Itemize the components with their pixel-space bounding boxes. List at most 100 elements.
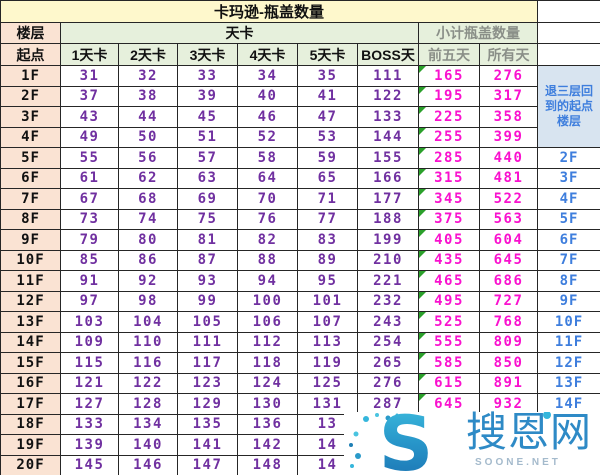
- table-row: 15F 115 116 117 118 119 265 585 850 12F: [0, 352, 600, 374]
- day-value-cell: 128: [118, 393, 178, 415]
- day-value-cell: 140: [118, 434, 178, 456]
- first-five-cell: 195: [418, 85, 480, 107]
- floor-cell: 6F: [0, 167, 61, 189]
- day-value-cell: 65: [297, 167, 358, 189]
- formula-flag-icon: [419, 250, 426, 258]
- floor-cell: 12F: [0, 290, 61, 312]
- day-value-cell: 141: [177, 434, 238, 456]
- return-note-cell: 退三层回到的起点楼层: [537, 65, 600, 148]
- formula-flag-icon: [419, 332, 426, 340]
- table-row: 13F 103 104 105 106 107 243 525 768 10F: [0, 311, 600, 333]
- day-value-cell: 199: [357, 229, 419, 251]
- column-header-4day: 4天卡: [237, 43, 298, 66]
- day-value-cell: 67: [60, 188, 119, 210]
- first-five-value: 435: [434, 252, 464, 269]
- first-five-cell: 495: [418, 290, 480, 312]
- day-value-cell: 41: [297, 85, 358, 107]
- table-row: 2F 37 38 39 40 41 122 195 317: [0, 85, 600, 107]
- day-value-cell: 221: [357, 270, 419, 292]
- day-value-cell: 47: [297, 106, 358, 128]
- table-row: 6F 61 62 63 64 65 166 315 481 3F: [0, 167, 600, 189]
- day-value-cell: 93: [177, 270, 238, 292]
- first-five-cell: 315: [418, 167, 480, 189]
- day-value-cell: 74: [118, 208, 178, 230]
- day-value-cell: 91: [60, 270, 119, 292]
- day-value-cell: 123: [177, 372, 238, 394]
- first-five-cell: 435: [418, 249, 480, 271]
- floor-cell: 8F: [0, 208, 61, 230]
- day-value-cell: 57: [177, 147, 238, 169]
- column-header-row: 起点 1天卡 2天卡 3天卡 4天卡 5天卡 BOSS天 前五天 所有天: [0, 43, 600, 66]
- floor-cell: 11F: [0, 270, 61, 292]
- day-value-cell: 13: [297, 413, 358, 435]
- return-floor-cell: 9F: [537, 290, 600, 312]
- day-value-cell: 94: [237, 270, 298, 292]
- day-value-cell: 59: [297, 147, 358, 169]
- day-value-cell: 122: [357, 85, 419, 107]
- first-five-value: 495: [434, 293, 464, 310]
- first-five-value: 585: [434, 354, 464, 371]
- return-floor-cell: 4F: [537, 188, 600, 210]
- first-five-value: 285: [434, 149, 464, 166]
- day-value-cell: 117: [177, 352, 238, 374]
- first-five-value: 225: [434, 108, 464, 125]
- day-value-cell: 136: [237, 413, 298, 435]
- day-value-cell: 118: [237, 352, 298, 374]
- day-value-cell: 97: [60, 290, 119, 312]
- all-days-cell: 727: [478, 290, 539, 312]
- day-value-cell: 177: [357, 188, 419, 210]
- column-header-1day: 1天卡: [60, 43, 119, 66]
- first-five-cell: 465: [418, 270, 480, 292]
- first-five-cell: 255: [418, 126, 480, 148]
- return-floor-cell: 13F: [537, 372, 600, 394]
- day-value-cell: 53: [297, 126, 358, 148]
- all-days-cell: 686: [478, 270, 539, 292]
- floor-cell: 7F: [0, 188, 61, 210]
- table-row: 1F 31 32 33 34 35 111 165 276 退三层回到的起点楼层: [0, 65, 600, 148]
- first-five-cell: 615: [418, 372, 480, 394]
- formula-flag-icon: [419, 373, 426, 381]
- first-five-cell: 285: [418, 147, 480, 169]
- day-value-cell: 81: [177, 229, 238, 251]
- day-value-cell: 55: [60, 147, 119, 169]
- day-value-cell: 73: [60, 208, 119, 230]
- day-value-cell: 276: [357, 372, 419, 394]
- day-value-cell: 62: [118, 167, 178, 189]
- day-value-cell: 32: [118, 65, 178, 87]
- day-value-cell: 110: [118, 331, 178, 353]
- day-value-cell: 83: [297, 229, 358, 251]
- day-value-cell: 133: [60, 413, 119, 435]
- day-value-cell: 109: [60, 331, 119, 353]
- day-value-cell: 145: [60, 454, 119, 475]
- first-five-cell: 585: [418, 352, 480, 374]
- day-value-cell: 40: [237, 85, 298, 107]
- column-header-3day: 3天卡: [177, 43, 238, 66]
- day-value-cell: 92: [118, 270, 178, 292]
- formula-flag-icon: [419, 312, 426, 319]
- all-days-cell: 358: [478, 106, 539, 128]
- floor-cell: 14F: [0, 331, 61, 353]
- first-five-value: 195: [434, 88, 464, 105]
- floor-cell: 13F: [0, 311, 61, 333]
- all-days-cell: 645: [478, 249, 539, 271]
- day-value-cell: 125: [297, 372, 358, 394]
- day-value-cell: 119: [297, 352, 358, 374]
- day-value-cell: 166: [357, 167, 419, 189]
- day-value-cell: 64: [237, 167, 298, 189]
- column-header-all-days: 所有天: [478, 43, 539, 66]
- floor-cell: 4F: [0, 126, 61, 148]
- day-value-cell: 50: [118, 126, 178, 148]
- column-header-2day: 2天卡: [118, 43, 178, 66]
- first-five-cell: 165: [418, 65, 480, 87]
- column-header-spacer-cell: [537, 43, 600, 66]
- formula-flag-icon: [419, 291, 426, 299]
- watermark-site-url: SOONE.NET: [475, 457, 561, 468]
- first-five-value: 315: [434, 170, 464, 187]
- all-days-cell: 317: [478, 85, 539, 107]
- day-value-cell: 139: [60, 434, 119, 456]
- table-row: 10F 85 86 87 88 89 210 435 645 7F: [0, 249, 600, 271]
- day-value-cell: 112: [237, 331, 298, 353]
- day-value-cell: 99: [177, 290, 238, 312]
- day-value-cell: 115: [60, 352, 119, 374]
